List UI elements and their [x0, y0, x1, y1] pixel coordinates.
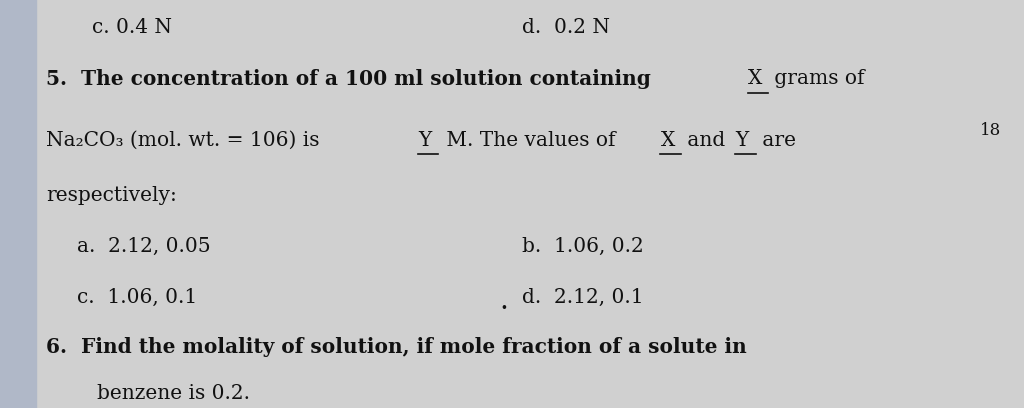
- Text: b.  1.06, 0.2: b. 1.06, 0.2: [522, 237, 644, 256]
- Text: Na₂CO₃ (mol. wt. = 106) is: Na₂CO₃ (mol. wt. = 106) is: [46, 131, 326, 150]
- Text: .: .: [500, 288, 509, 315]
- Text: Y: Y: [735, 131, 749, 150]
- Text: 6.  Find the molality of solution, if mole fraction of a solute in: 6. Find the molality of solution, if mol…: [46, 337, 746, 357]
- Text: and: and: [681, 131, 731, 150]
- Text: 18: 18: [980, 122, 1001, 140]
- Text: 5.  The concentration of a 100 ml solution containing: 5. The concentration of a 100 ml solutio…: [46, 69, 658, 89]
- Text: respectively:: respectively:: [46, 186, 177, 205]
- Text: a.  2.12, 0.05: a. 2.12, 0.05: [77, 237, 210, 256]
- Text: grams of: grams of: [768, 69, 864, 89]
- Text: M. The values of: M. The values of: [440, 131, 623, 150]
- Text: benzene is 0.2.: benzene is 0.2.: [97, 384, 250, 403]
- Text: d.  2.12, 0.1: d. 2.12, 0.1: [522, 288, 644, 307]
- Text: c. 0.4 N: c. 0.4 N: [92, 18, 172, 38]
- Text: X: X: [660, 131, 675, 150]
- Text: d.  0.2 N: d. 0.2 N: [522, 18, 610, 38]
- Bar: [0, 0, 36, 408]
- Text: c.  1.06, 0.1: c. 1.06, 0.1: [77, 288, 197, 307]
- Text: X: X: [748, 69, 762, 89]
- Text: are: are: [756, 131, 796, 150]
- Text: Y: Y: [418, 131, 431, 150]
